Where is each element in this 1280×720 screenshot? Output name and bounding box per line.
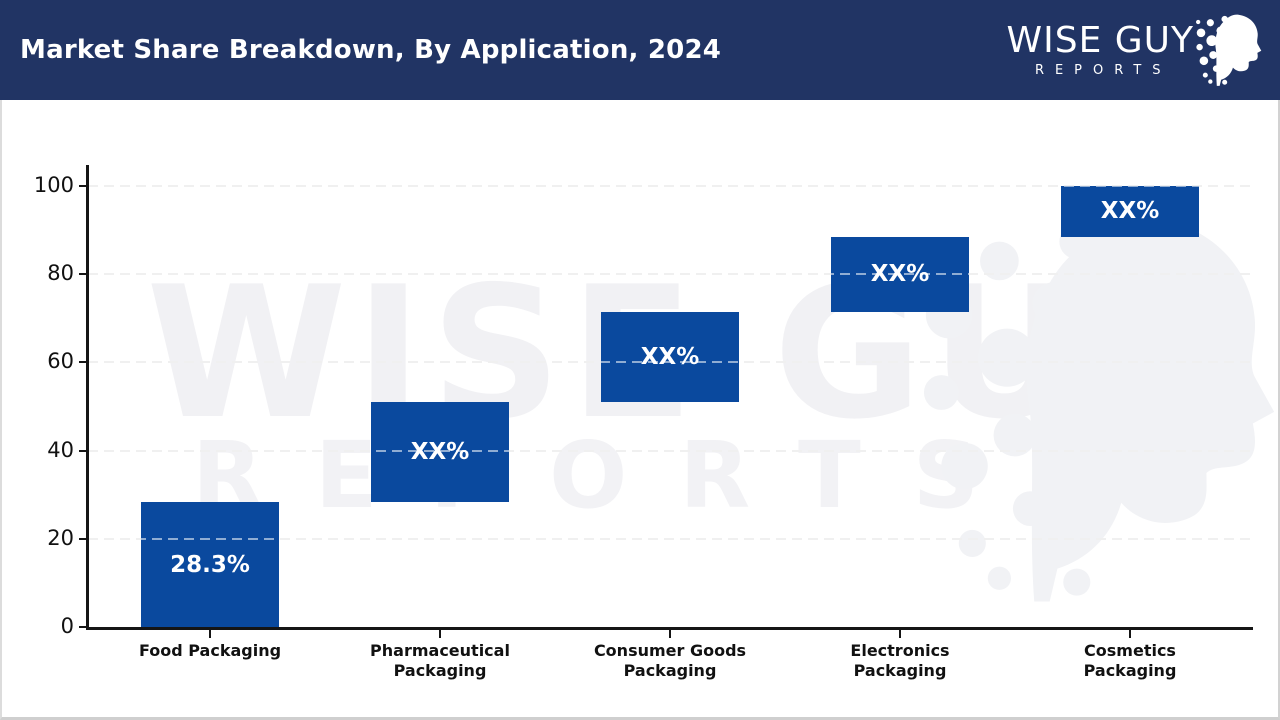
- gridline-highlight: [88, 273, 1253, 276]
- x-tick-mark: [899, 629, 901, 638]
- bar: XX%: [601, 311, 739, 403]
- x-tick-mark: [669, 629, 671, 638]
- bar-value-label: 28.3%: [170, 551, 250, 578]
- x-tick-label-line: Cosmetics: [1084, 641, 1176, 660]
- y-tick-label: 100: [33, 173, 74, 197]
- y-tick-label: 40: [47, 437, 74, 462]
- x-tick-label-line: Packaging: [1083, 661, 1177, 680]
- bar: XX%: [1061, 186, 1199, 237]
- x-tick-label: Food Packaging: [94, 641, 326, 661]
- x-tick-label-line: Electronics: [850, 641, 950, 660]
- gridline-highlight: [88, 449, 1253, 452]
- x-tick-mark: [209, 629, 211, 638]
- gridline-highlight: [88, 185, 1253, 187]
- y-tick-mark: [79, 273, 88, 276]
- y-tick-mark: [79, 361, 88, 364]
- x-tick-label: Consumer Goods Packaging: [554, 641, 786, 681]
- x-axis: [86, 627, 1253, 630]
- x-tick-label: Pharmaceutical Packaging: [324, 641, 556, 681]
- x-tick-mark: [1129, 629, 1131, 638]
- x-tick-label-line: Consumer Goods: [593, 641, 747, 660]
- x-tick-label-line: Packaging: [393, 661, 487, 680]
- y-tick-label: 60: [47, 349, 74, 374]
- bar: XX%: [371, 402, 509, 503]
- logo-face-icon: [1196, 13, 1262, 87]
- x-tick-label-line: Pharmaceutical: [370, 641, 510, 660]
- y-tick-mark: [79, 537, 88, 540]
- page-title: Market Share Breakdown, By Application, …: [20, 35, 722, 65]
- wiseguy-logo: WISE GUY REPORTS: [1007, 13, 1263, 87]
- x-tick-label: Cosmetics Packaging: [1014, 641, 1246, 681]
- y-tick-label: 80: [47, 261, 74, 286]
- y-tick-mark: [79, 185, 88, 187]
- gridline-highlight: [88, 361, 1253, 364]
- bar-value-label: XX%: [410, 439, 470, 466]
- y-tick-mark: [79, 626, 88, 628]
- bar: 28.3%: [141, 502, 279, 627]
- bar-value-label: XX%: [640, 343, 700, 370]
- bar-value-label: XX%: [1100, 198, 1160, 225]
- y-tick-label: 20: [47, 525, 74, 550]
- gridline-highlight: [88, 537, 1253, 540]
- report-header: Market Share Breakdown, By Application, …: [0, 0, 1280, 100]
- y-tick-mark: [79, 449, 88, 452]
- logo-text: WISE GUY REPORTS: [1006, 19, 1195, 78]
- logo-wordmark: WISE GUY: [1006, 19, 1194, 61]
- x-tick-mark: [439, 629, 441, 638]
- x-tick-label-line: Packaging: [623, 661, 717, 680]
- logo-subtitle: REPORTS: [1034, 62, 1172, 78]
- x-tick-label-line: Food Packaging: [138, 641, 282, 660]
- x-tick-label-line: Packaging: [853, 661, 947, 680]
- y-axis: [86, 165, 89, 629]
- x-tick-label: Electronics Packaging: [784, 641, 1016, 681]
- y-tick-label: 0: [60, 614, 74, 638]
